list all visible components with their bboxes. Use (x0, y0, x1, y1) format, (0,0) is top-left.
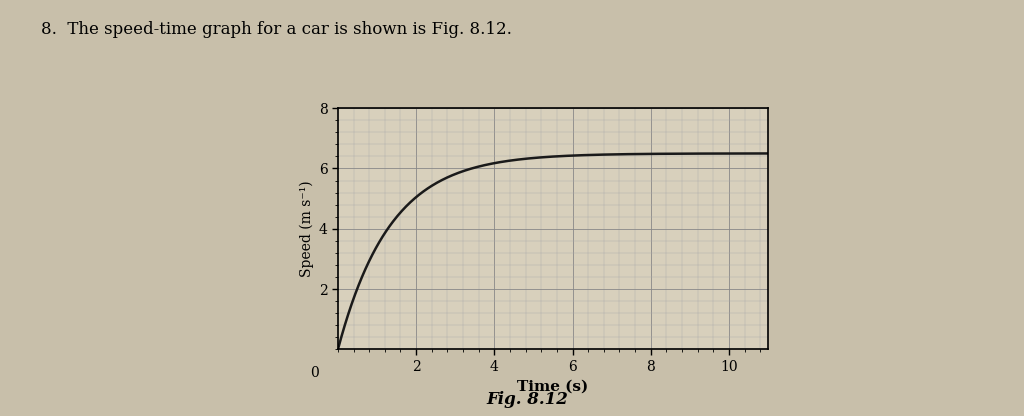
X-axis label: Time (s): Time (s) (517, 379, 589, 394)
Text: 0: 0 (310, 366, 318, 380)
Text: 8.  The speed-time graph for a car is shown is Fig. 8.12.: 8. The speed-time graph for a car is sho… (41, 21, 512, 38)
Text: Fig. 8.12: Fig. 8.12 (486, 391, 568, 408)
Y-axis label: Speed (m s⁻¹): Speed (m s⁻¹) (300, 181, 314, 277)
